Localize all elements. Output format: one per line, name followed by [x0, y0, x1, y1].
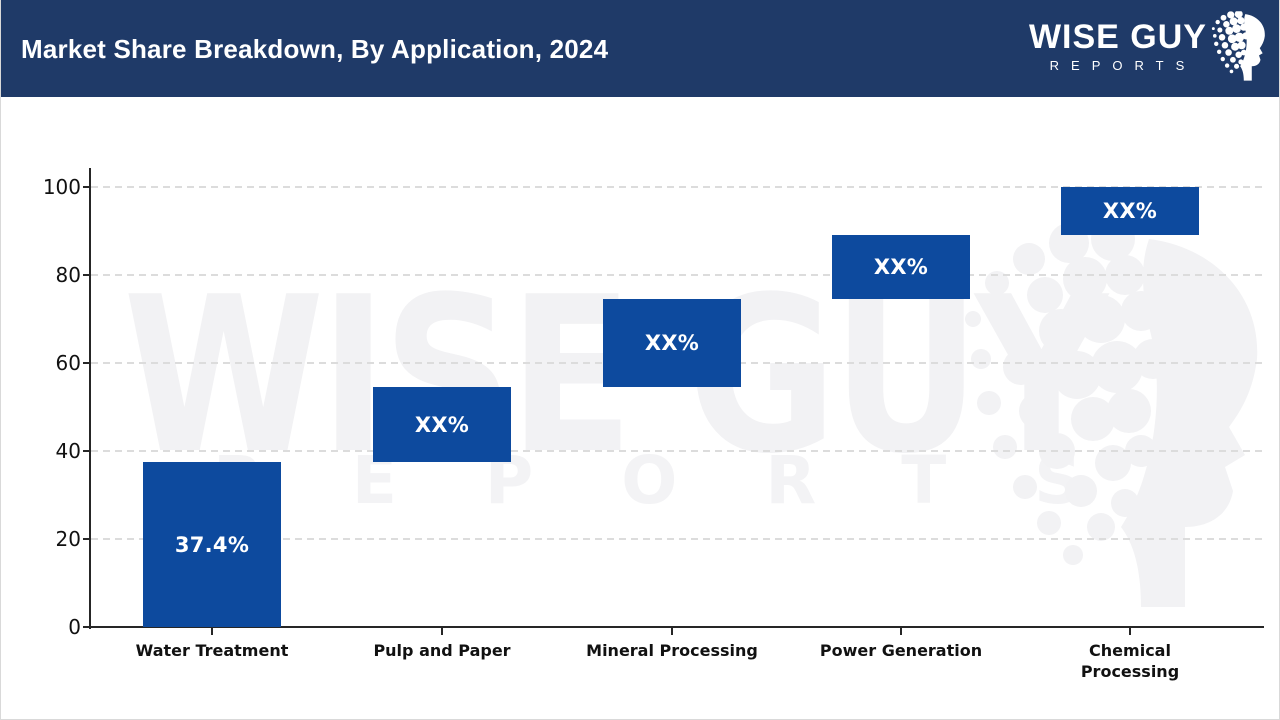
x-tick-mark [1129, 628, 1131, 635]
y-tick-label: 0 [68, 615, 81, 639]
bar-value-label: XX% [644, 331, 700, 356]
y-tick-label: 80 [55, 263, 81, 287]
bar-value-label: 37.4% [174, 532, 250, 557]
y-tick-mark [83, 362, 90, 364]
bar: XX% [373, 387, 511, 463]
gridline [91, 538, 1264, 540]
y-tick-mark [83, 274, 90, 276]
bar-value-label: XX% [414, 412, 470, 437]
x-category-label: Mineral Processing [586, 641, 758, 660]
bar-value-label: XX% [1102, 199, 1158, 224]
bar: 37.4% [143, 462, 281, 627]
y-tick-label: 100 [42, 175, 81, 199]
x-tick-mark [211, 628, 213, 635]
x-tick-mark [671, 628, 673, 635]
y-axis-line [89, 168, 91, 629]
bar: XX% [1061, 187, 1199, 236]
x-category-label: Chemical Processing [1080, 641, 1180, 681]
bar-value-label: XX% [873, 255, 929, 280]
gridline [91, 450, 1264, 452]
x-category-label: Water Treatment [135, 641, 289, 660]
y-tick-label: 40 [55, 439, 81, 463]
x-tick-mark [441, 628, 443, 635]
x-tick-mark [900, 628, 902, 635]
x-axis-line [83, 626, 1264, 628]
y-tick-mark [83, 186, 90, 188]
gridline [91, 186, 1264, 188]
y-tick-label: 20 [55, 527, 81, 551]
brand-logo: WISE GUY REPORTS [1029, 6, 1267, 86]
bar: XX% [832, 235, 970, 300]
header: Market Share Breakdown, By Application, … [1, 0, 1279, 97]
brand-name: WISE GUY [1028, 18, 1207, 57]
page-title: Market Share Breakdown, By Application, … [21, 34, 609, 64]
bar: XX% [603, 299, 741, 388]
y-tick-mark [83, 450, 90, 452]
brand-subtitle: REPORTS [1049, 57, 1197, 73]
x-category-label: Power Generation [819, 641, 983, 660]
brand-text: WISE GUY REPORTS [1028, 18, 1207, 73]
y-tick-label: 60 [55, 351, 81, 375]
gridline [91, 274, 1264, 276]
x-category-label: Pulp and Paper [373, 641, 511, 660]
y-tick-mark [83, 538, 90, 540]
